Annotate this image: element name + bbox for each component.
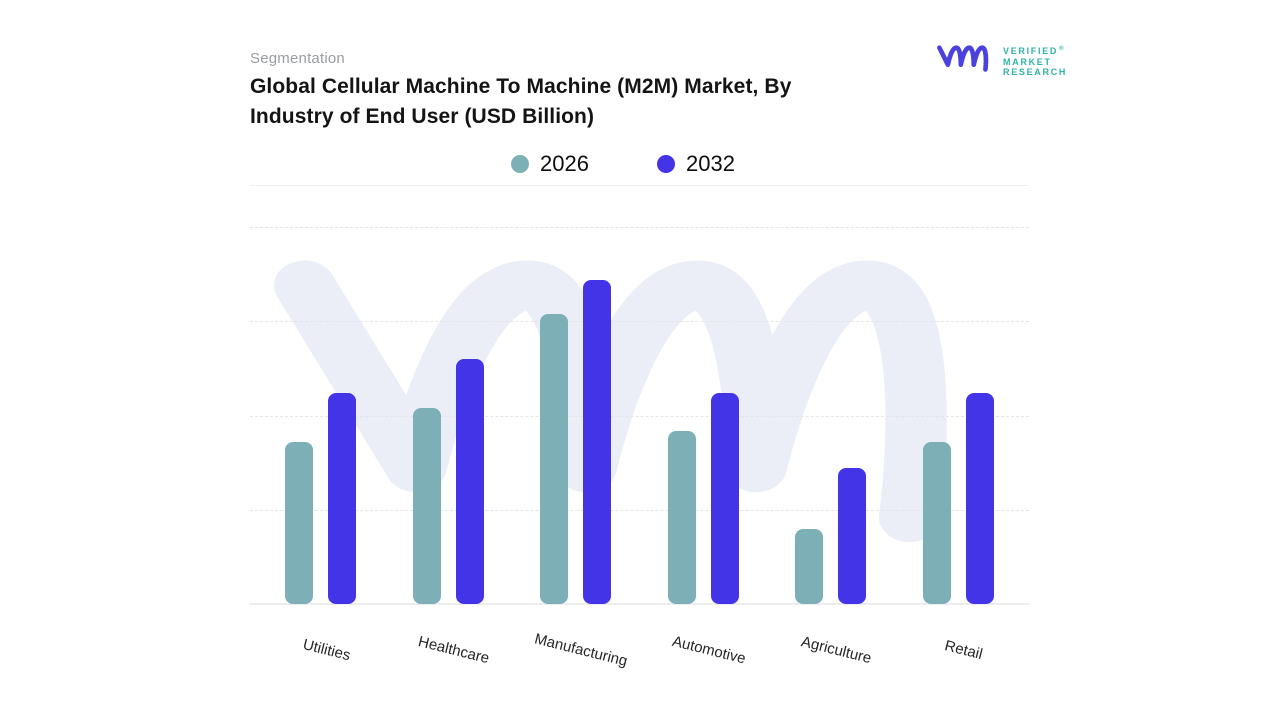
legend-swatch-icon: [657, 155, 675, 173]
x-axis-label-manufacturing: Manufacturing: [533, 630, 630, 670]
bar-group-healthcare: [385, 227, 513, 604]
header-divider: [250, 185, 1029, 186]
registered-trademark: ®: [1059, 46, 1064, 52]
x-axis-label-cell: Retail: [895, 633, 1023, 703]
bar-automotive-2026: [667, 430, 696, 604]
bar-retail-2032: [965, 392, 994, 604]
bar-retail-2026: [922, 441, 951, 604]
bar-utilities-2032: [328, 392, 357, 604]
chart-legend: 2026 2032: [233, 149, 1013, 179]
section-eyebrow: Segmentation: [250, 50, 345, 67]
gridline: [250, 227, 1029, 228]
vmr-monogram-icon: [937, 45, 989, 72]
bar-agriculture-2026: [795, 528, 824, 604]
legend-item-2026: 2026: [511, 151, 589, 177]
x-axis-label-cell: Manufacturing: [512, 630, 640, 703]
x-axis-label-cell: Agriculture: [767, 633, 895, 703]
bar-group-manufacturing: [512, 227, 640, 604]
x-axis-line: [250, 603, 1029, 605]
x-axis-label-healthcare: Healthcare: [416, 633, 491, 668]
x-axis-label-cell: Automotive: [640, 633, 768, 703]
x-axis-label-automotive: Automotive: [670, 632, 748, 668]
plot-area: [250, 227, 1029, 605]
vmr-logo: VERIFIED® MARKET RESEARCH: [936, 42, 1067, 78]
bar-manufacturing-2032: [583, 279, 612, 604]
gridline: [250, 415, 1029, 417]
gridline: [250, 509, 1029, 511]
legend-label: 2026: [540, 151, 589, 176]
bar-groups: [257, 227, 1022, 604]
chart-title-line-2: Industry of End User (USD Billion): [250, 105, 595, 128]
logo-wordmark: VERIFIED® MARKET RESEARCH: [1003, 44, 1067, 78]
bar-utilities-2026: [285, 441, 314, 604]
x-axis-label-cell: Utilities: [257, 633, 385, 703]
gridline: [250, 321, 1029, 323]
chart-title: Global Cellular Machine To Machine (M2M)…: [250, 72, 791, 132]
bar-manufacturing-2026: [540, 313, 569, 604]
chart-title-line-1: Global Cellular Machine To Machine (M2M)…: [250, 75, 792, 98]
bar-group-agriculture: [767, 227, 895, 604]
logo-wordmark-line-2: MARKET: [1003, 56, 1052, 67]
logo-wordmark-line-3: RESEARCH: [1003, 67, 1068, 77]
legend-item-2032: 2032: [657, 151, 735, 177]
legend-label: 2032: [686, 151, 735, 176]
x-axis-label-retail: Retail: [943, 637, 985, 664]
bar-group-retail: [895, 227, 1023, 604]
bar-group-utilities: [257, 227, 385, 604]
bar-healthcare-2026: [412, 407, 441, 604]
bar-automotive-2032: [710, 392, 739, 604]
bar-agriculture-2032: [838, 468, 867, 604]
x-axis-label-cell: Healthcare: [385, 633, 513, 703]
bar-healthcare-2032: [455, 358, 484, 604]
x-axis-label-agriculture: Agriculture: [799, 633, 874, 668]
x-axis-label-utilities: Utilities: [300, 636, 352, 665]
legend-swatch-icon: [511, 155, 530, 173]
logo-wordmark-line-1: VERIFIED®: [1003, 46, 1064, 56]
x-axis-labels: Utilities Healthcare Manufacturing Automoti…: [257, 630, 1023, 703]
bar-group-automotive: [640, 227, 768, 604]
